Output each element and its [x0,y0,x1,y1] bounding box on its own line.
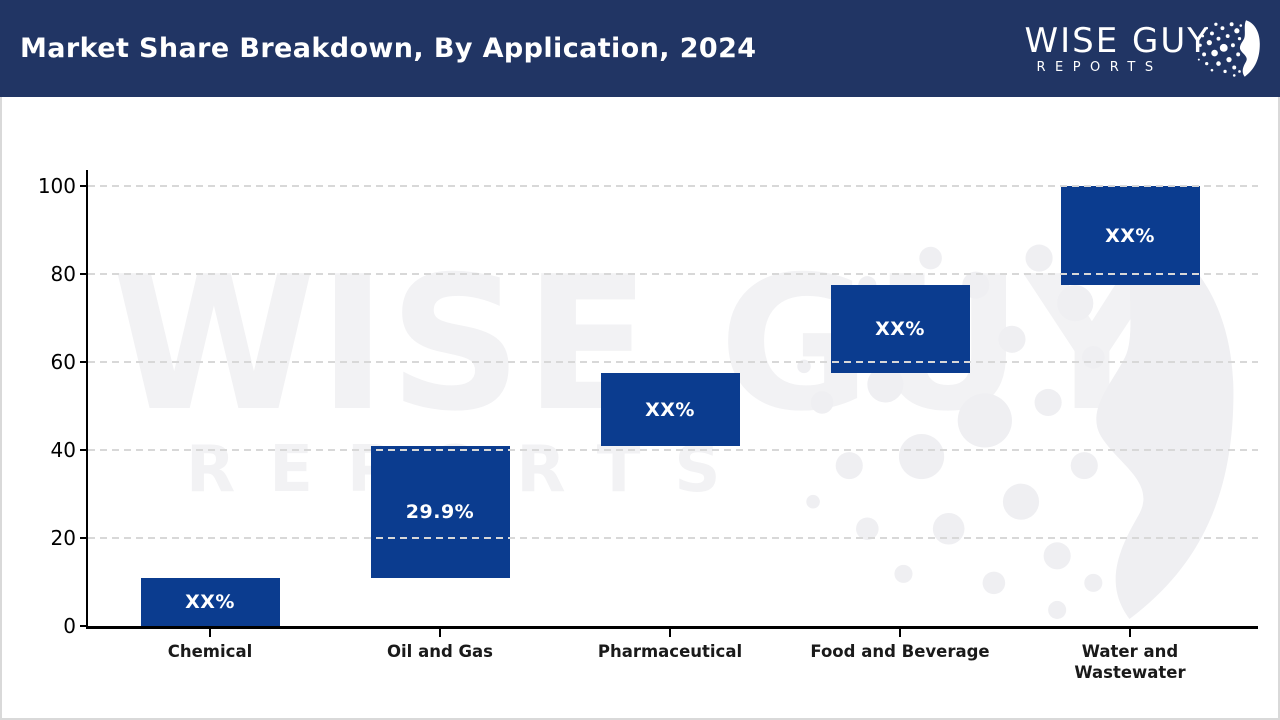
bar-food-and-beverage: XX% [830,285,970,373]
y-tick-label: 60 [50,350,76,374]
gridline [88,273,1258,275]
y-tick-label: 80 [50,262,76,286]
bar-water-and-wastewater: XX% [1060,186,1200,286]
x-axis-tick [669,629,671,637]
bar-oil-and-gas: 29.9% [370,446,510,578]
frame-bottom [0,718,1280,720]
logo-text: WISE GUY REPORTS [1024,23,1210,75]
chart-title: Market Share Breakdown, By Application, … [20,33,757,64]
bar-value-label: XX% [185,590,235,613]
x-axis-tick [1129,629,1131,637]
y-axis-tick [80,449,88,451]
x-tick-label: Chemical [167,642,253,661]
y-axis-line [86,170,88,629]
x-axis-tick [439,629,441,637]
y-axis-tick [80,625,88,627]
x-axis-tick [209,629,211,637]
wise-guy-logo: WISE GUY REPORTS [1024,19,1262,78]
x-tick-label: Food and Beverage [810,642,990,661]
frame-left [0,97,2,720]
logo-face-icon [1196,20,1260,77]
y-axis-tick [80,361,88,363]
header-bar: Market Share Breakdown, By Application, … [0,0,1280,97]
bar-chemical: XX% [140,577,280,626]
gridline [88,449,1258,451]
y-axis-tick [80,185,88,187]
logo-reports-text: REPORTS [1036,59,1163,75]
x-axis-line [86,626,1258,629]
x-tick-label: Oil and Gas [386,642,494,661]
y-axis-tick [80,273,88,275]
bar-value-label: XX% [875,318,925,341]
gridline [88,361,1258,363]
bar-value-label: XX% [645,398,695,421]
gridline [88,185,1258,187]
y-axis-tick [80,537,88,539]
gridline [88,537,1258,539]
x-tick-label: Water and Wastewater [1074,642,1186,682]
bar-value-label: 29.9% [405,500,475,523]
y-tick-label: 40 [50,438,76,462]
frame-right [1278,97,1280,720]
y-tick-label: 100 [37,174,76,198]
x-axis-tick [899,629,901,637]
y-tick-label: 20 [50,526,76,550]
bar-pharmaceutical: XX% [600,373,740,447]
y-tick-label: 0 [63,614,76,638]
logo-name-text: WISE GUY [1024,20,1210,61]
x-tick-label: Pharmaceutical [597,642,743,661]
bar-value-label: XX% [1105,224,1155,247]
